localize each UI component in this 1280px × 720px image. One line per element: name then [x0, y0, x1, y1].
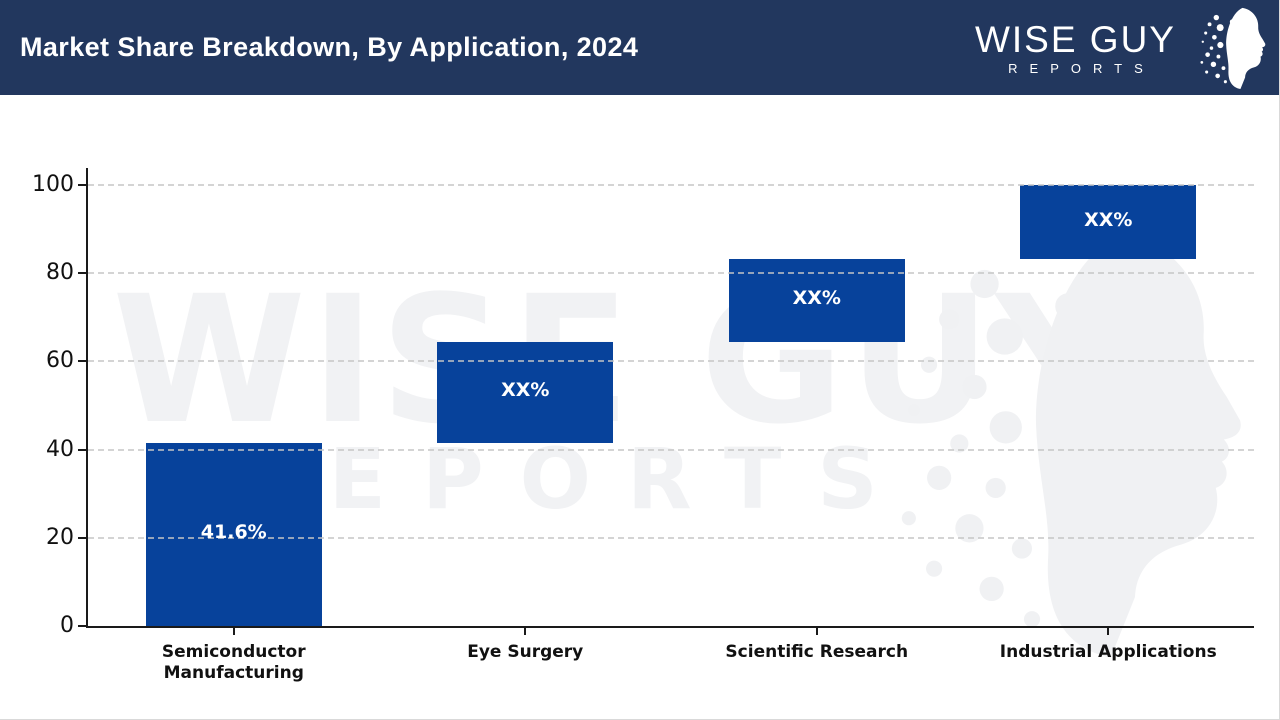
- logo-wordmark: WISE GUY: [974, 19, 1176, 60]
- bar-value-label-scientific-research: XX%: [792, 287, 841, 310]
- x-tick-eye-surgery: [524, 628, 527, 635]
- x-axis-line: [86, 626, 1254, 628]
- y-tick-label-20: 20: [46, 524, 74, 550]
- y-axis-line: [86, 168, 88, 628]
- x-label-eye-surgery: Eye Surgery: [467, 642, 584, 662]
- bar-value-label-industrial-applications: XX%: [1084, 208, 1133, 231]
- gridline-100: [88, 184, 1254, 186]
- x-label-semiconductor-manufacturing: Semiconductor Manufacturing: [161, 642, 306, 683]
- y-tick-60: [78, 360, 88, 363]
- brand-logo-text: WISE GUY REPORTS: [975, 21, 1176, 75]
- y-tick-label-40: 40: [46, 436, 74, 462]
- y-tick-label-60: 60: [46, 348, 74, 374]
- y-tick-40: [78, 448, 88, 451]
- bar-value-label-semiconductor-manufacturing: 41.6%: [200, 521, 267, 544]
- gridline-60: [88, 360, 1254, 363]
- gridline-80: [88, 272, 1254, 275]
- bar-semiconductor-manufacturing: [145, 442, 322, 626]
- x-label-scientific-research: Scientific Research: [725, 642, 909, 662]
- brand-logo: WISE GUY REPORTS: [975, 6, 1268, 90]
- bar-value-label-eye-surgery: XX%: [501, 379, 550, 402]
- y-tick-20: [78, 536, 88, 539]
- logo-subtext: REPORTS: [1008, 61, 1155, 76]
- gridline-20: [88, 536, 1254, 539]
- bar-industrial-applications: [1020, 185, 1197, 259]
- y-tick-100: [78, 184, 88, 186]
- x-tick-scientific-research: [815, 628, 818, 635]
- x-tick-semiconductor-manufacturing: [232, 628, 235, 635]
- x-tick-industrial-applications: [1107, 628, 1110, 635]
- header-band: Market Share Breakdown, By Application, …: [0, 0, 1279, 95]
- y-tick-label-100: 100: [32, 172, 74, 197]
- y-tick-80: [78, 272, 88, 275]
- page-title: Market Share Breakdown, By Application, …: [20, 32, 639, 62]
- chart-canvas: WISE GUY REPORTS: [0, 95, 1279, 719]
- x-label-industrial-applications: Industrial Applications: [999, 642, 1217, 662]
- bar-eye-surgery: [437, 341, 614, 443]
- y-tick-0: [78, 625, 88, 627]
- y-tick-label-80: 80: [46, 260, 74, 286]
- gridline-40: [88, 448, 1254, 451]
- y-tick-label-0: 0: [60, 613, 74, 638]
- logo-head-profile-icon: [1200, 7, 1266, 90]
- watermark-subtext: REPORTS: [228, 430, 914, 528]
